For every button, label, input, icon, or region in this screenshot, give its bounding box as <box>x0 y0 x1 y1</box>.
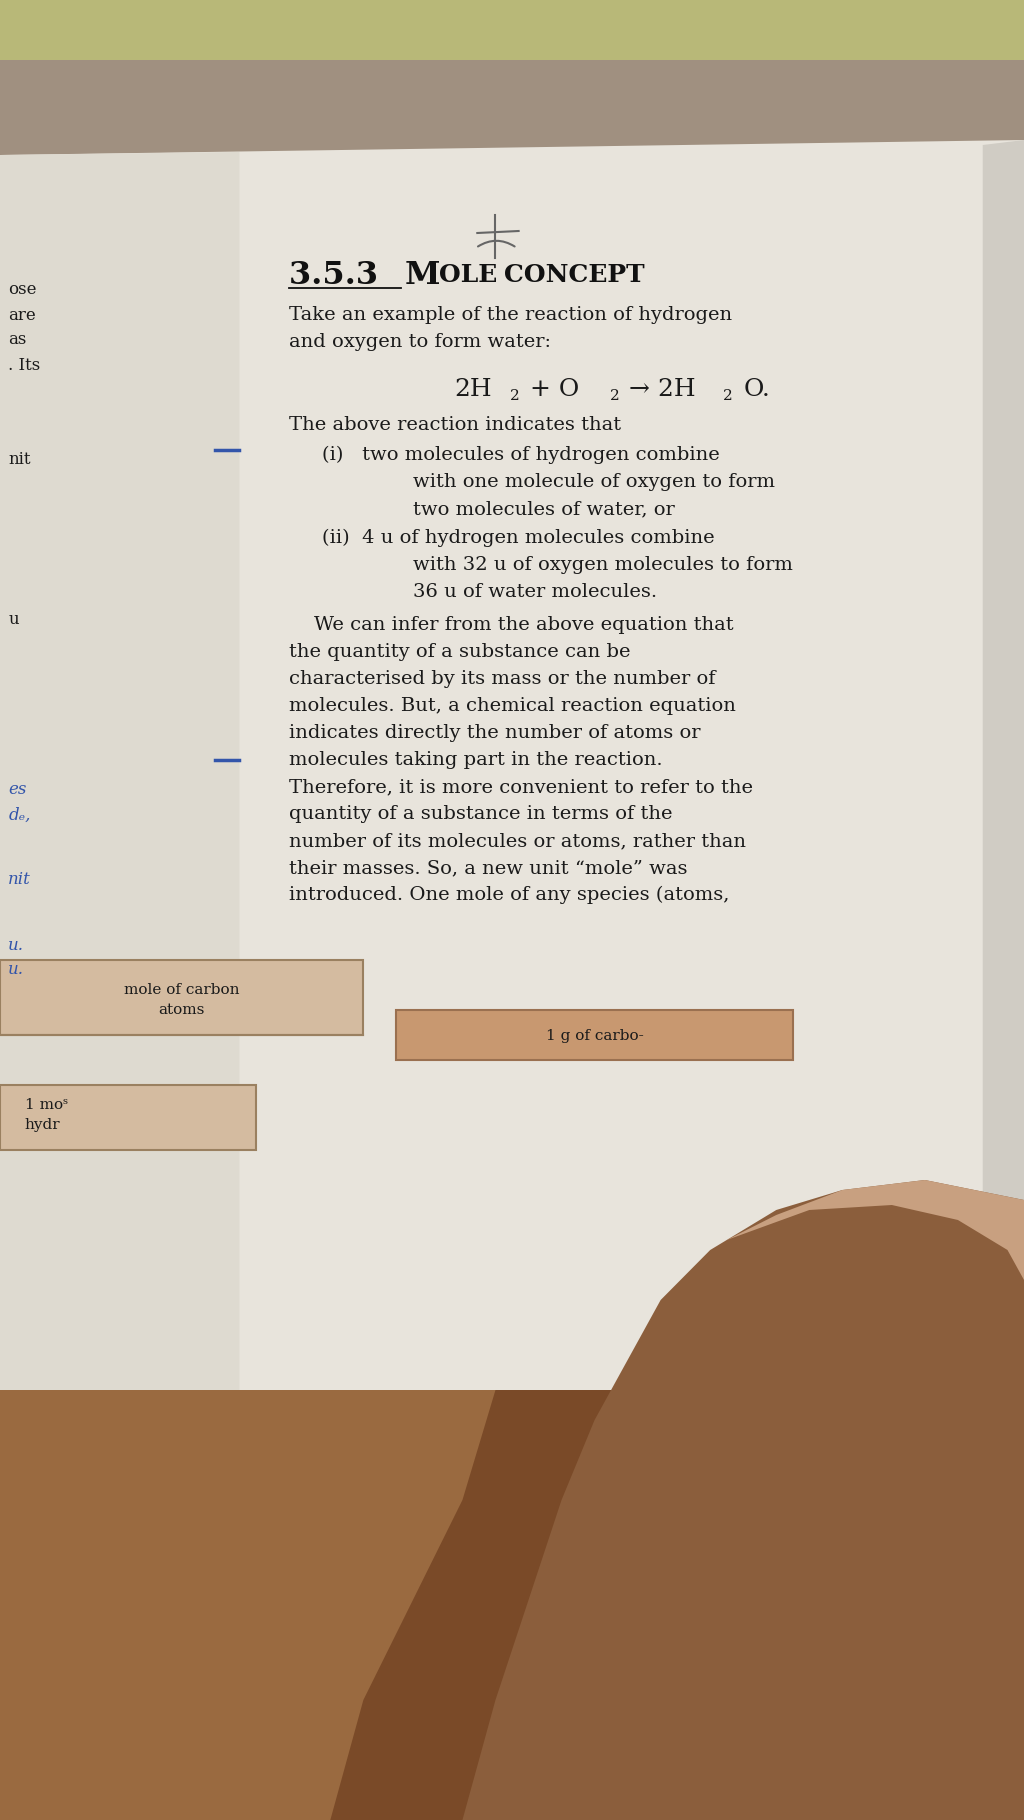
Polygon shape <box>0 0 1024 60</box>
FancyBboxPatch shape <box>0 1085 256 1150</box>
Polygon shape <box>727 1179 1024 1279</box>
Text: characterised by its mass or the number of: characterised by its mass or the number … <box>289 670 716 688</box>
Polygon shape <box>983 140 1024 1390</box>
Text: 2: 2 <box>723 389 733 402</box>
Text: nit: nit <box>8 451 31 468</box>
Text: CONCEPT: CONCEPT <box>504 264 644 288</box>
Text: with 32 u of oxygen molecules to form: with 32 u of oxygen molecules to form <box>413 555 793 573</box>
Text: molecules taking part in the reaction.: molecules taking part in the reaction. <box>289 752 663 770</box>
Text: → 2H: → 2H <box>630 379 696 402</box>
Text: We can infer from the above equation that: We can infer from the above equation tha… <box>289 615 733 633</box>
Text: number of its molecules or atoms, rather than: number of its molecules or atoms, rather… <box>289 832 746 850</box>
Text: with one molecule of oxygen to form: with one molecule of oxygen to form <box>413 473 775 491</box>
Polygon shape <box>0 1390 496 1820</box>
Text: 36 u of water molecules.: 36 u of water molecules. <box>413 582 657 601</box>
Polygon shape <box>0 140 1024 1390</box>
Text: indicates directly the number of atoms or: indicates directly the number of atoms o… <box>289 724 700 743</box>
Text: hydr: hydr <box>25 1117 60 1132</box>
Text: + O: + O <box>530 379 580 402</box>
Polygon shape <box>331 1179 1024 1820</box>
Text: are: are <box>8 306 36 324</box>
Polygon shape <box>0 1380 1024 1820</box>
FancyBboxPatch shape <box>396 1010 793 1059</box>
Text: Therefore, it is more convenient to refer to the: Therefore, it is more convenient to refe… <box>289 777 753 795</box>
Text: Take an example of the reaction of hydrogen: Take an example of the reaction of hydro… <box>289 306 732 324</box>
Text: nit: nit <box>8 872 31 888</box>
Text: The above reaction indicates that: The above reaction indicates that <box>289 417 622 433</box>
Text: u: u <box>8 612 18 628</box>
Polygon shape <box>0 0 1024 229</box>
Text: u.: u. <box>8 961 25 979</box>
Text: u.: u. <box>8 937 25 954</box>
Text: (i)   two molecules of hydrogen combine: (i) two molecules of hydrogen combine <box>323 446 720 464</box>
Text: mole of carbon: mole of carbon <box>124 983 240 997</box>
Text: M: M <box>404 260 440 291</box>
Text: (ii)  4 u of hydrogen molecules combine: (ii) 4 u of hydrogen molecules combine <box>323 530 715 548</box>
Text: OLE: OLE <box>439 264 506 288</box>
Text: 1 g of carbo‑: 1 g of carbo‑ <box>546 1028 643 1043</box>
Text: and oxygen to form water:: and oxygen to form water: <box>289 333 551 351</box>
Text: 3.5.3: 3.5.3 <box>289 260 389 291</box>
Text: the quantity of a substance can be: the quantity of a substance can be <box>289 642 631 661</box>
FancyBboxPatch shape <box>0 959 364 1036</box>
Text: . Its: . Its <box>8 357 41 373</box>
Text: introduced. One mole of any species (atoms,: introduced. One mole of any species (ato… <box>289 886 729 905</box>
Text: 2: 2 <box>609 389 620 402</box>
Text: ose: ose <box>8 282 37 298</box>
Text: O.: O. <box>743 379 770 402</box>
Text: 2: 2 <box>510 389 520 402</box>
Text: dₑ,: dₑ, <box>8 806 31 823</box>
Text: two molecules of water, or: two molecules of water, or <box>413 501 675 519</box>
Text: quantity of a substance in terms of the: quantity of a substance in terms of the <box>289 804 673 823</box>
Text: 2H: 2H <box>455 379 492 402</box>
Text: as: as <box>8 331 27 348</box>
Text: es: es <box>8 781 27 799</box>
Text: 1 moˢ: 1 moˢ <box>25 1097 68 1112</box>
Polygon shape <box>0 153 240 1390</box>
Text: their masses. So, a new unit “mole” was: their masses. So, a new unit “mole” was <box>289 859 687 877</box>
Text: atoms: atoms <box>159 1003 205 1017</box>
Text: molecules. But, a chemical reaction equation: molecules. But, a chemical reaction equa… <box>289 697 736 715</box>
Polygon shape <box>0 1390 1024 1820</box>
